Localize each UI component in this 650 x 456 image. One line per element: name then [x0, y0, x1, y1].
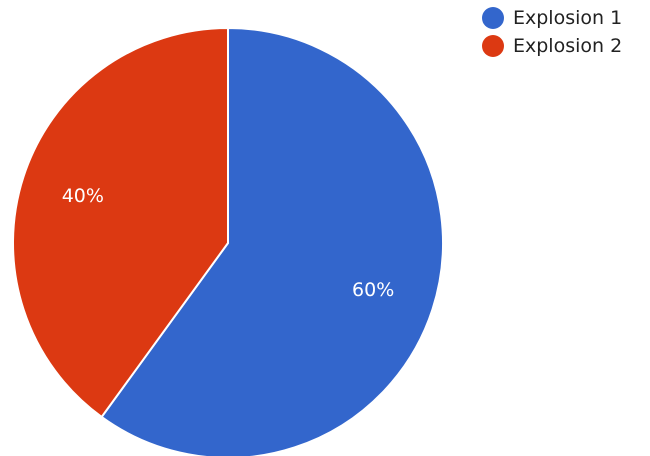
legend-swatch-explosion-2 — [482, 35, 504, 57]
legend-item-explosion-2[interactable]: Explosion 2 — [482, 32, 622, 60]
pie-slice-explosion-1[interactable] — [100, 26, 444, 456]
slice-label-explosion-1: 60% — [352, 279, 394, 301]
legend-label-explosion-2: Explosion 2 — [513, 35, 623, 57]
slice-label-explosion-2: 40% — [62, 185, 104, 207]
legend-swatch-explosion-1 — [482, 7, 504, 29]
legend-item-explosion-1[interactable]: Explosion 1 — [482, 4, 622, 32]
pie-slice-explosion-2[interactable] — [12, 26, 229, 419]
legend-label-explosion-1: Explosion 1 — [513, 7, 623, 29]
chart-legend: Explosion 1 Explosion 2 — [482, 4, 622, 60]
